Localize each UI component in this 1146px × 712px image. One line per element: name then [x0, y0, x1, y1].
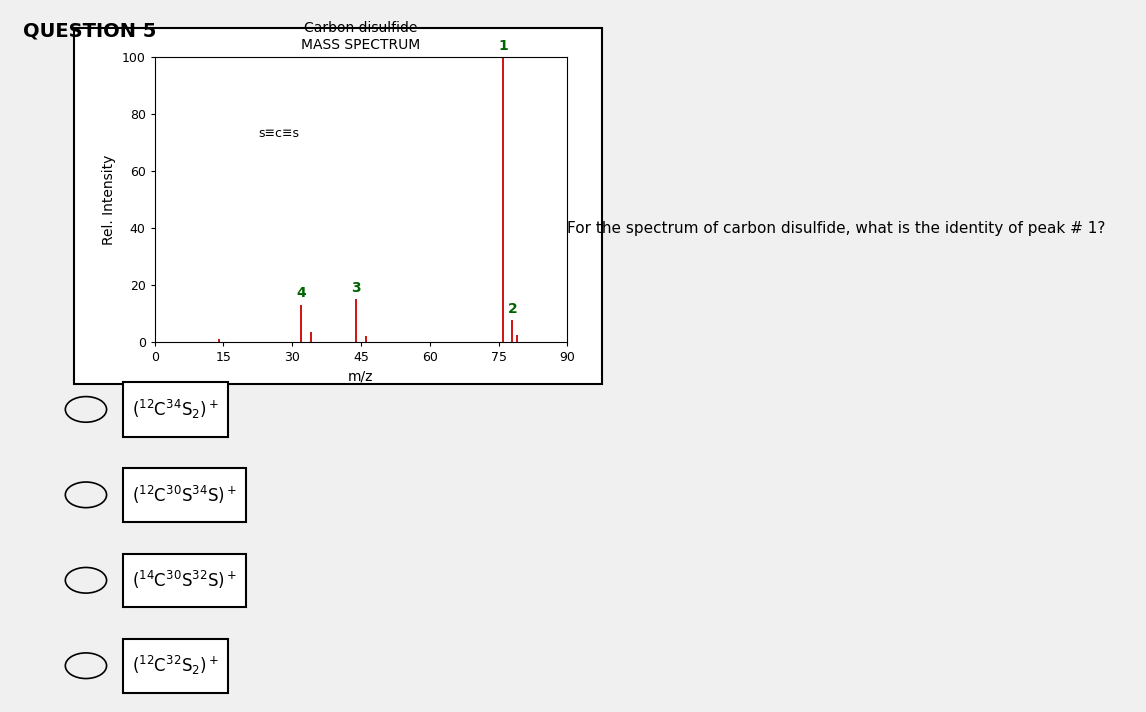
Text: For the spectrum of carbon disulfide, what is the identity of peak # 1?: For the spectrum of carbon disulfide, wh… — [567, 221, 1106, 236]
Y-axis label: Rel. Intensity: Rel. Intensity — [102, 155, 116, 244]
Text: 2: 2 — [508, 302, 517, 316]
Text: s≡c≡s: s≡c≡s — [258, 127, 299, 140]
Text: 4: 4 — [297, 286, 306, 300]
Text: $\mathregular{(^{14}C^{30}S^{32}S)^+}$: $\mathregular{(^{14}C^{30}S^{32}S)^+}$ — [132, 569, 237, 592]
X-axis label: m/z: m/z — [348, 370, 374, 383]
Text: 3: 3 — [352, 281, 361, 295]
Title: Carbon disulfide
MASS SPECTRUM: Carbon disulfide MASS SPECTRUM — [301, 21, 421, 52]
Text: $\mathregular{(^{12}C^{34}S_2)^+}$: $\mathregular{(^{12}C^{34}S_2)^+}$ — [132, 398, 219, 421]
Text: $\mathregular{(^{12}C^{30}S^{34}S)^+}$: $\mathregular{(^{12}C^{30}S^{34}S)^+}$ — [132, 483, 237, 506]
Text: QUESTION 5: QUESTION 5 — [23, 21, 156, 41]
Text: $\mathregular{(^{12}C^{32}S_2)^+}$: $\mathregular{(^{12}C^{32}S_2)^+}$ — [132, 654, 219, 677]
Text: 1: 1 — [499, 38, 508, 53]
